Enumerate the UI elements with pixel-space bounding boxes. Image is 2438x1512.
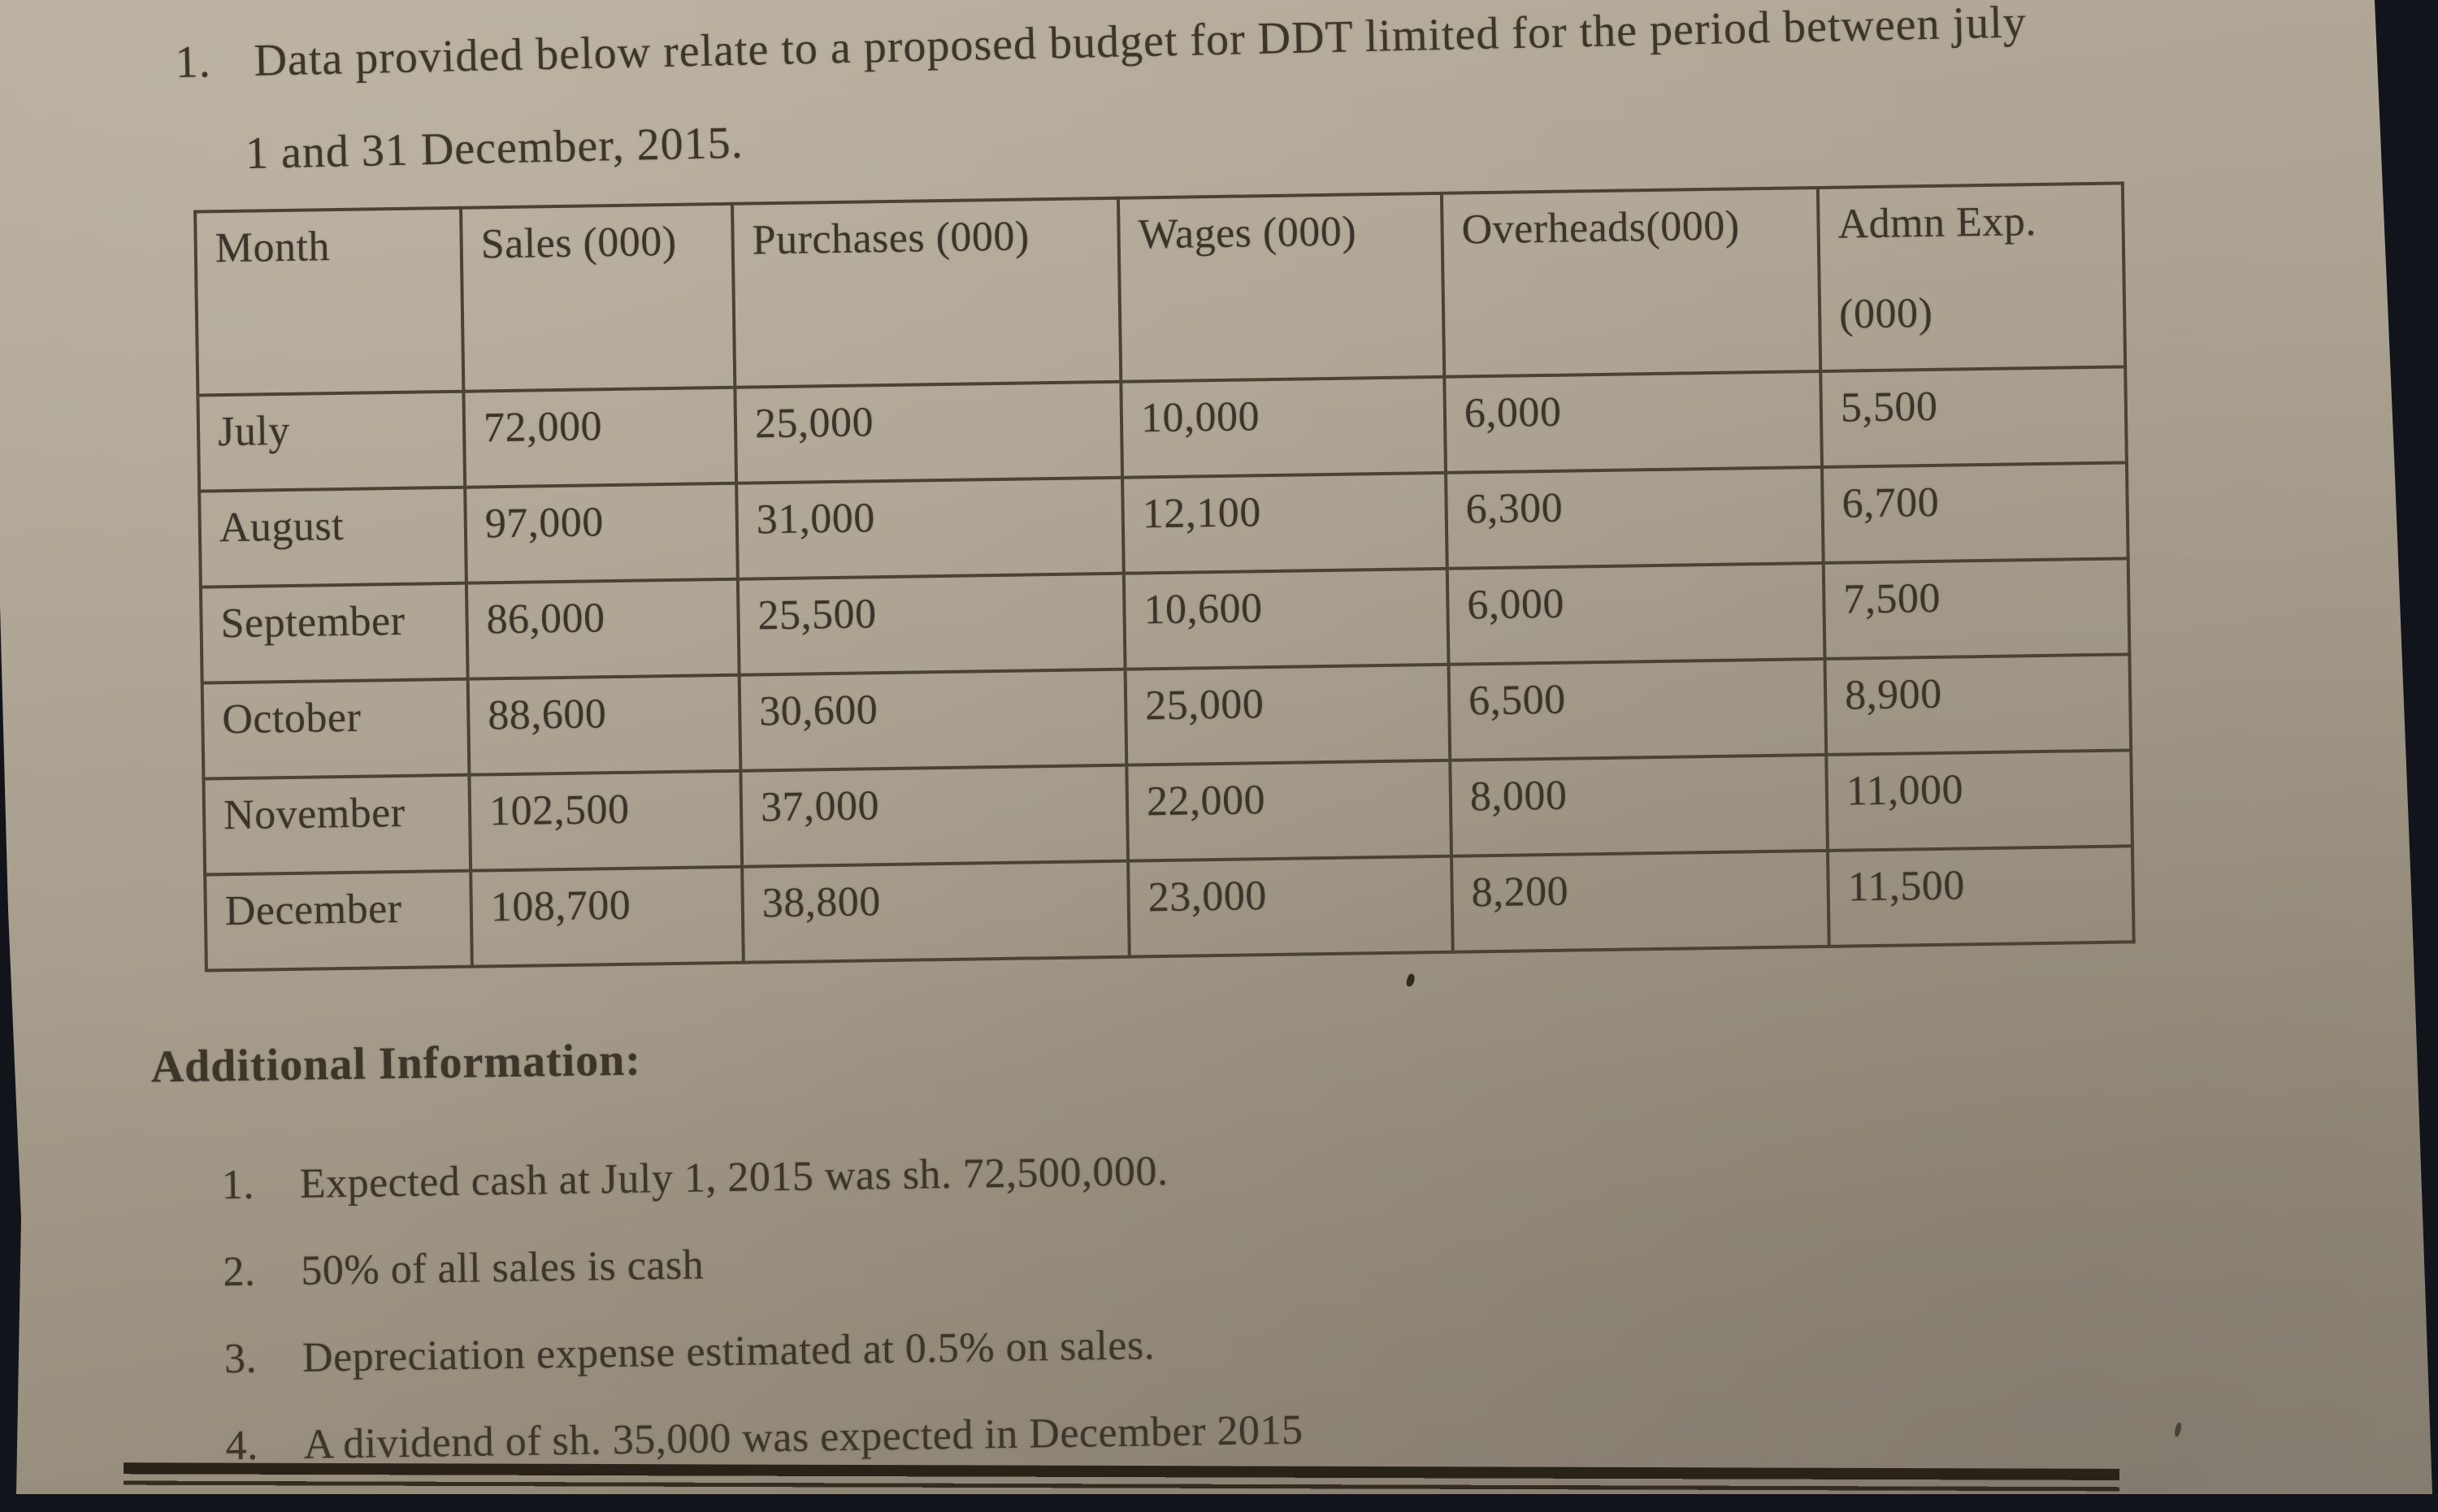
table-cell: 38,800 xyxy=(742,860,1130,963)
question-number: 1. xyxy=(174,37,212,88)
col-header-sales: Sales (000) xyxy=(461,203,735,392)
table-cell: 86,000 xyxy=(466,578,740,679)
row-label: December xyxy=(205,870,472,971)
row-label: July xyxy=(197,391,466,492)
table-cell: 11,500 xyxy=(1827,846,2134,947)
table-cell: 10,600 xyxy=(1123,568,1449,669)
table-cell: 25,000 xyxy=(1125,664,1451,765)
table-cell: 25,500 xyxy=(737,573,1126,675)
col-header-admn-line1: Admn Exp. xyxy=(1837,198,2037,248)
table-cell: 6,300 xyxy=(1446,466,1824,569)
table-cell: 22,000 xyxy=(1126,760,1452,861)
table-cell: 6,500 xyxy=(1448,658,1827,760)
list-item-number: 2. xyxy=(223,1248,256,1296)
additional-info-list: 1. Expected cash at July 1, 2015 was sh.… xyxy=(221,1130,2176,1507)
table-cell: 12,100 xyxy=(1122,472,1447,574)
list-item: 3. Depreciation expense estimated at 0.5… xyxy=(224,1304,2176,1387)
col-header-admn-exp: Admn Exp. (000) xyxy=(1817,183,2126,371)
table-cell: 10,000 xyxy=(1121,376,1447,478)
list-item-text: A dividend of sh. 35,000 was expected in… xyxy=(303,1406,1304,1468)
table-header-row: Month Sales (000) Purchases (000) Wages … xyxy=(195,183,2126,396)
list-item: 4. A dividend of sh. 35,000 was expected… xyxy=(225,1391,2176,1474)
additional-info-heading: Additional Information: xyxy=(150,1034,642,1093)
table-cell: 5,500 xyxy=(1820,366,2127,467)
table-cell: 11,000 xyxy=(1826,750,2132,851)
table-cell: 7,500 xyxy=(1823,558,2130,659)
list-item-number: 3. xyxy=(223,1335,258,1383)
table-cell: 6,000 xyxy=(1447,562,1825,665)
col-header-wages: Wages (000) xyxy=(1117,193,1445,382)
table-cell: 8,000 xyxy=(1450,754,1828,856)
table-cell: 88,600 xyxy=(467,674,741,775)
table-cell: 23,000 xyxy=(1128,856,1453,957)
list-item-text: Depreciation expense estimated at 0.5% o… xyxy=(301,1322,1156,1381)
list-item: 1. Expected cash at July 1, 2015 was sh.… xyxy=(221,1130,2172,1213)
table-cell: 97,000 xyxy=(465,483,738,583)
table-cell: 8,900 xyxy=(1824,654,2132,755)
table-cell: 37,000 xyxy=(740,765,1129,867)
table-cell: 8,200 xyxy=(1451,850,1829,952)
col-header-purchases: Purchases (000) xyxy=(732,197,1121,388)
budget-table: Month Sales (000) Purchases (000) Wages … xyxy=(193,181,2136,972)
table-cell: 30,600 xyxy=(739,669,1127,771)
list-item-text: Expected cash at July 1, 2015 was sh. 72… xyxy=(299,1147,1169,1207)
list-item-text: 50% of all sales is cash xyxy=(301,1241,705,1294)
row-label: August xyxy=(199,487,466,587)
list-item-number: 1. xyxy=(221,1161,255,1209)
col-header-overheads: Overheads(000) xyxy=(1441,187,1821,377)
table-cell: 6,000 xyxy=(1444,370,1822,473)
paper-speck xyxy=(1404,973,1416,988)
col-header-admn-line2: (000) xyxy=(1838,289,1933,338)
table-cell: 25,000 xyxy=(735,381,1123,483)
question-intro-line2: 1 and 31 December, 2015. xyxy=(245,117,744,180)
list-item: 2. 50% of all sales is cash xyxy=(223,1217,2174,1300)
row-label: September xyxy=(200,583,468,683)
question-intro: 1. Data provided below relate to a propo… xyxy=(175,0,2371,181)
col-header-month: Month xyxy=(195,207,464,396)
table-cell: 6,700 xyxy=(1821,462,2128,563)
row-label: November xyxy=(203,774,471,875)
table-cell: 102,500 xyxy=(469,770,743,871)
row-label: October xyxy=(202,678,470,779)
question-intro-line1: Data provided below relate to a proposed… xyxy=(253,0,2028,86)
table-cell: 72,000 xyxy=(463,387,737,487)
table-cell: 108,700 xyxy=(471,866,744,967)
table-cell: 31,000 xyxy=(736,477,1124,579)
